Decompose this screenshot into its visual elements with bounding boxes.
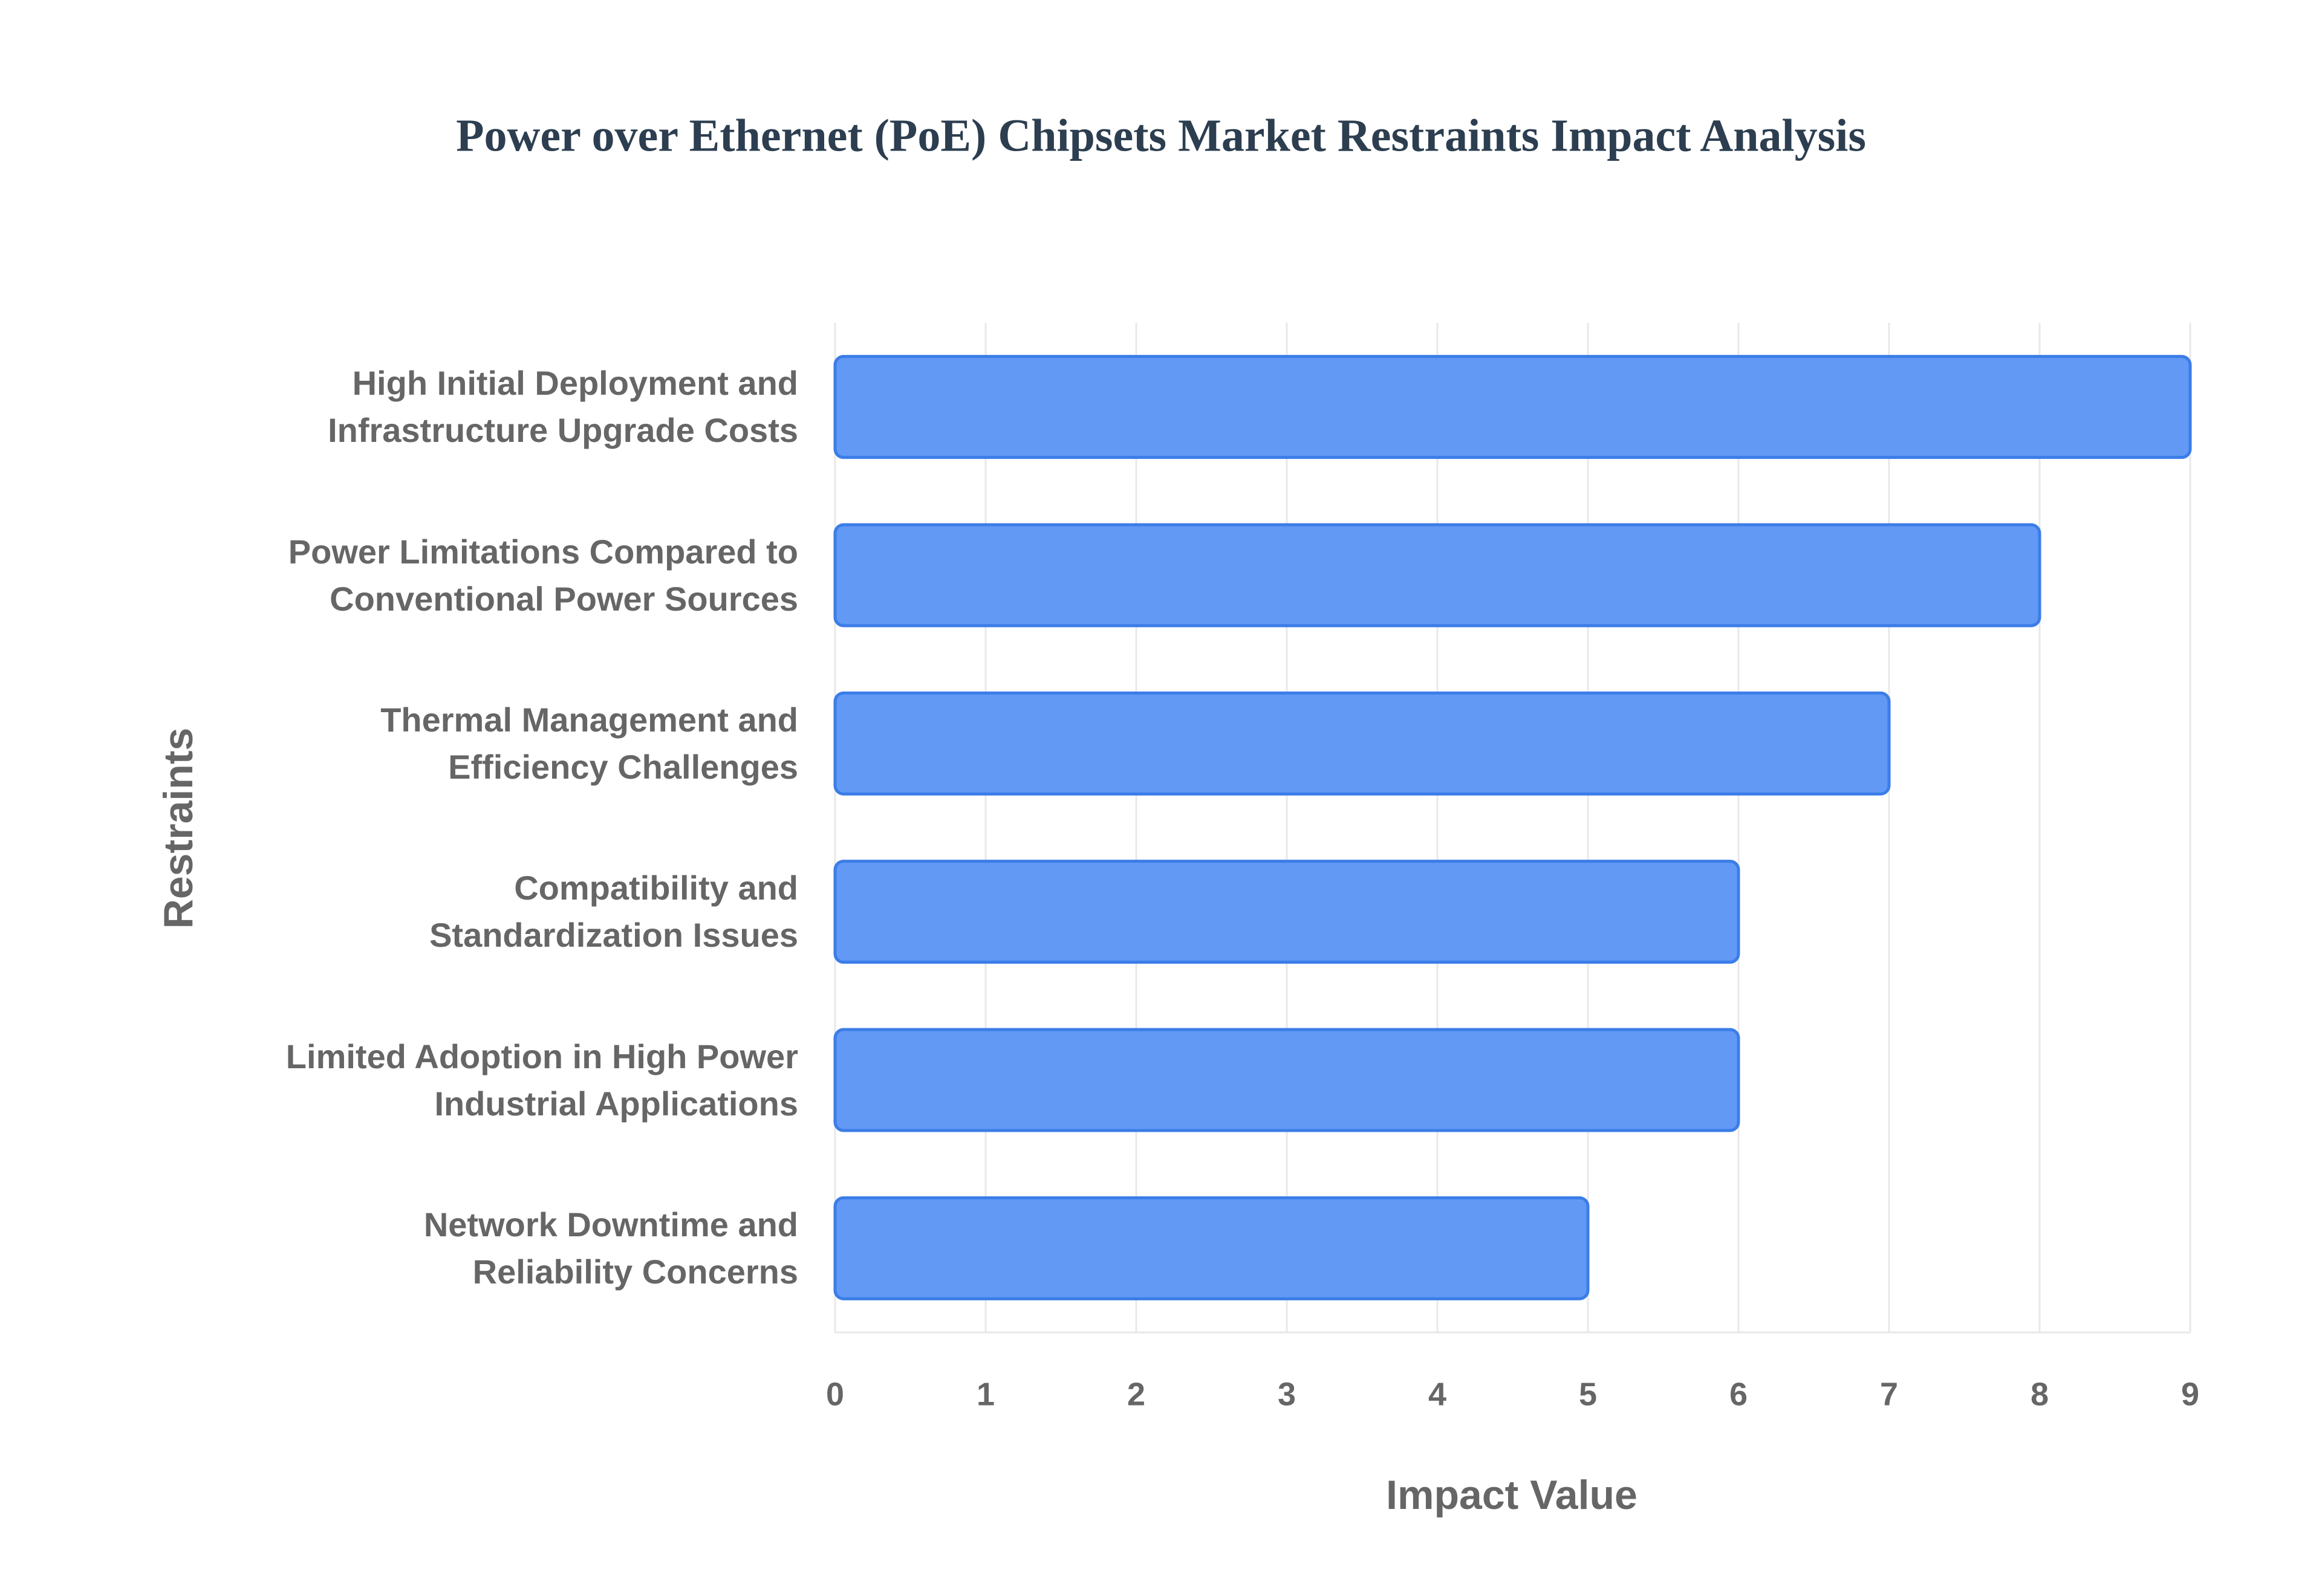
x-tick-label: 8 [2031,1376,2049,1412]
chart-title: Power over Ethernet (PoE) Chipsets Marke… [456,110,1866,161]
bar [833,691,1891,796]
y-tick-label: Network Downtime and Reliability Concern… [423,1205,798,1291]
y-tick-label: High Initial Deployment and Infrastructu… [328,364,798,450]
bar [833,355,2192,459]
y-tick-label: Thermal Management and Efficiency Challe… [380,700,798,786]
x-tick-label: 3 [1278,1376,1296,1412]
bar [833,523,2041,628]
x-tick-label: 5 [1579,1376,1597,1412]
x-tick-label: 9 [2181,1376,2199,1412]
x-tick-label: 1 [977,1376,995,1412]
bar [833,1028,1740,1132]
bar [833,1196,1590,1300]
y-tick-label: Limited Adoption in High Power Industria… [285,1037,798,1123]
x-tick-label: 0 [826,1376,844,1412]
bar [833,860,1740,964]
x-tick-label: 4 [1428,1376,1446,1412]
x-tick-label: 2 [1127,1376,1145,1412]
x-tick-label: 7 [1880,1376,1898,1412]
y-tick-label: Power Limitations Compared to Convention… [288,532,798,618]
x-tick-label: 6 [1729,1376,1748,1412]
y-tick-label: Compatibility and Standardization Issues [429,869,798,955]
y-axis-title: Restraints [155,728,201,929]
x-axis-title: Impact Value [1386,1472,1637,1518]
